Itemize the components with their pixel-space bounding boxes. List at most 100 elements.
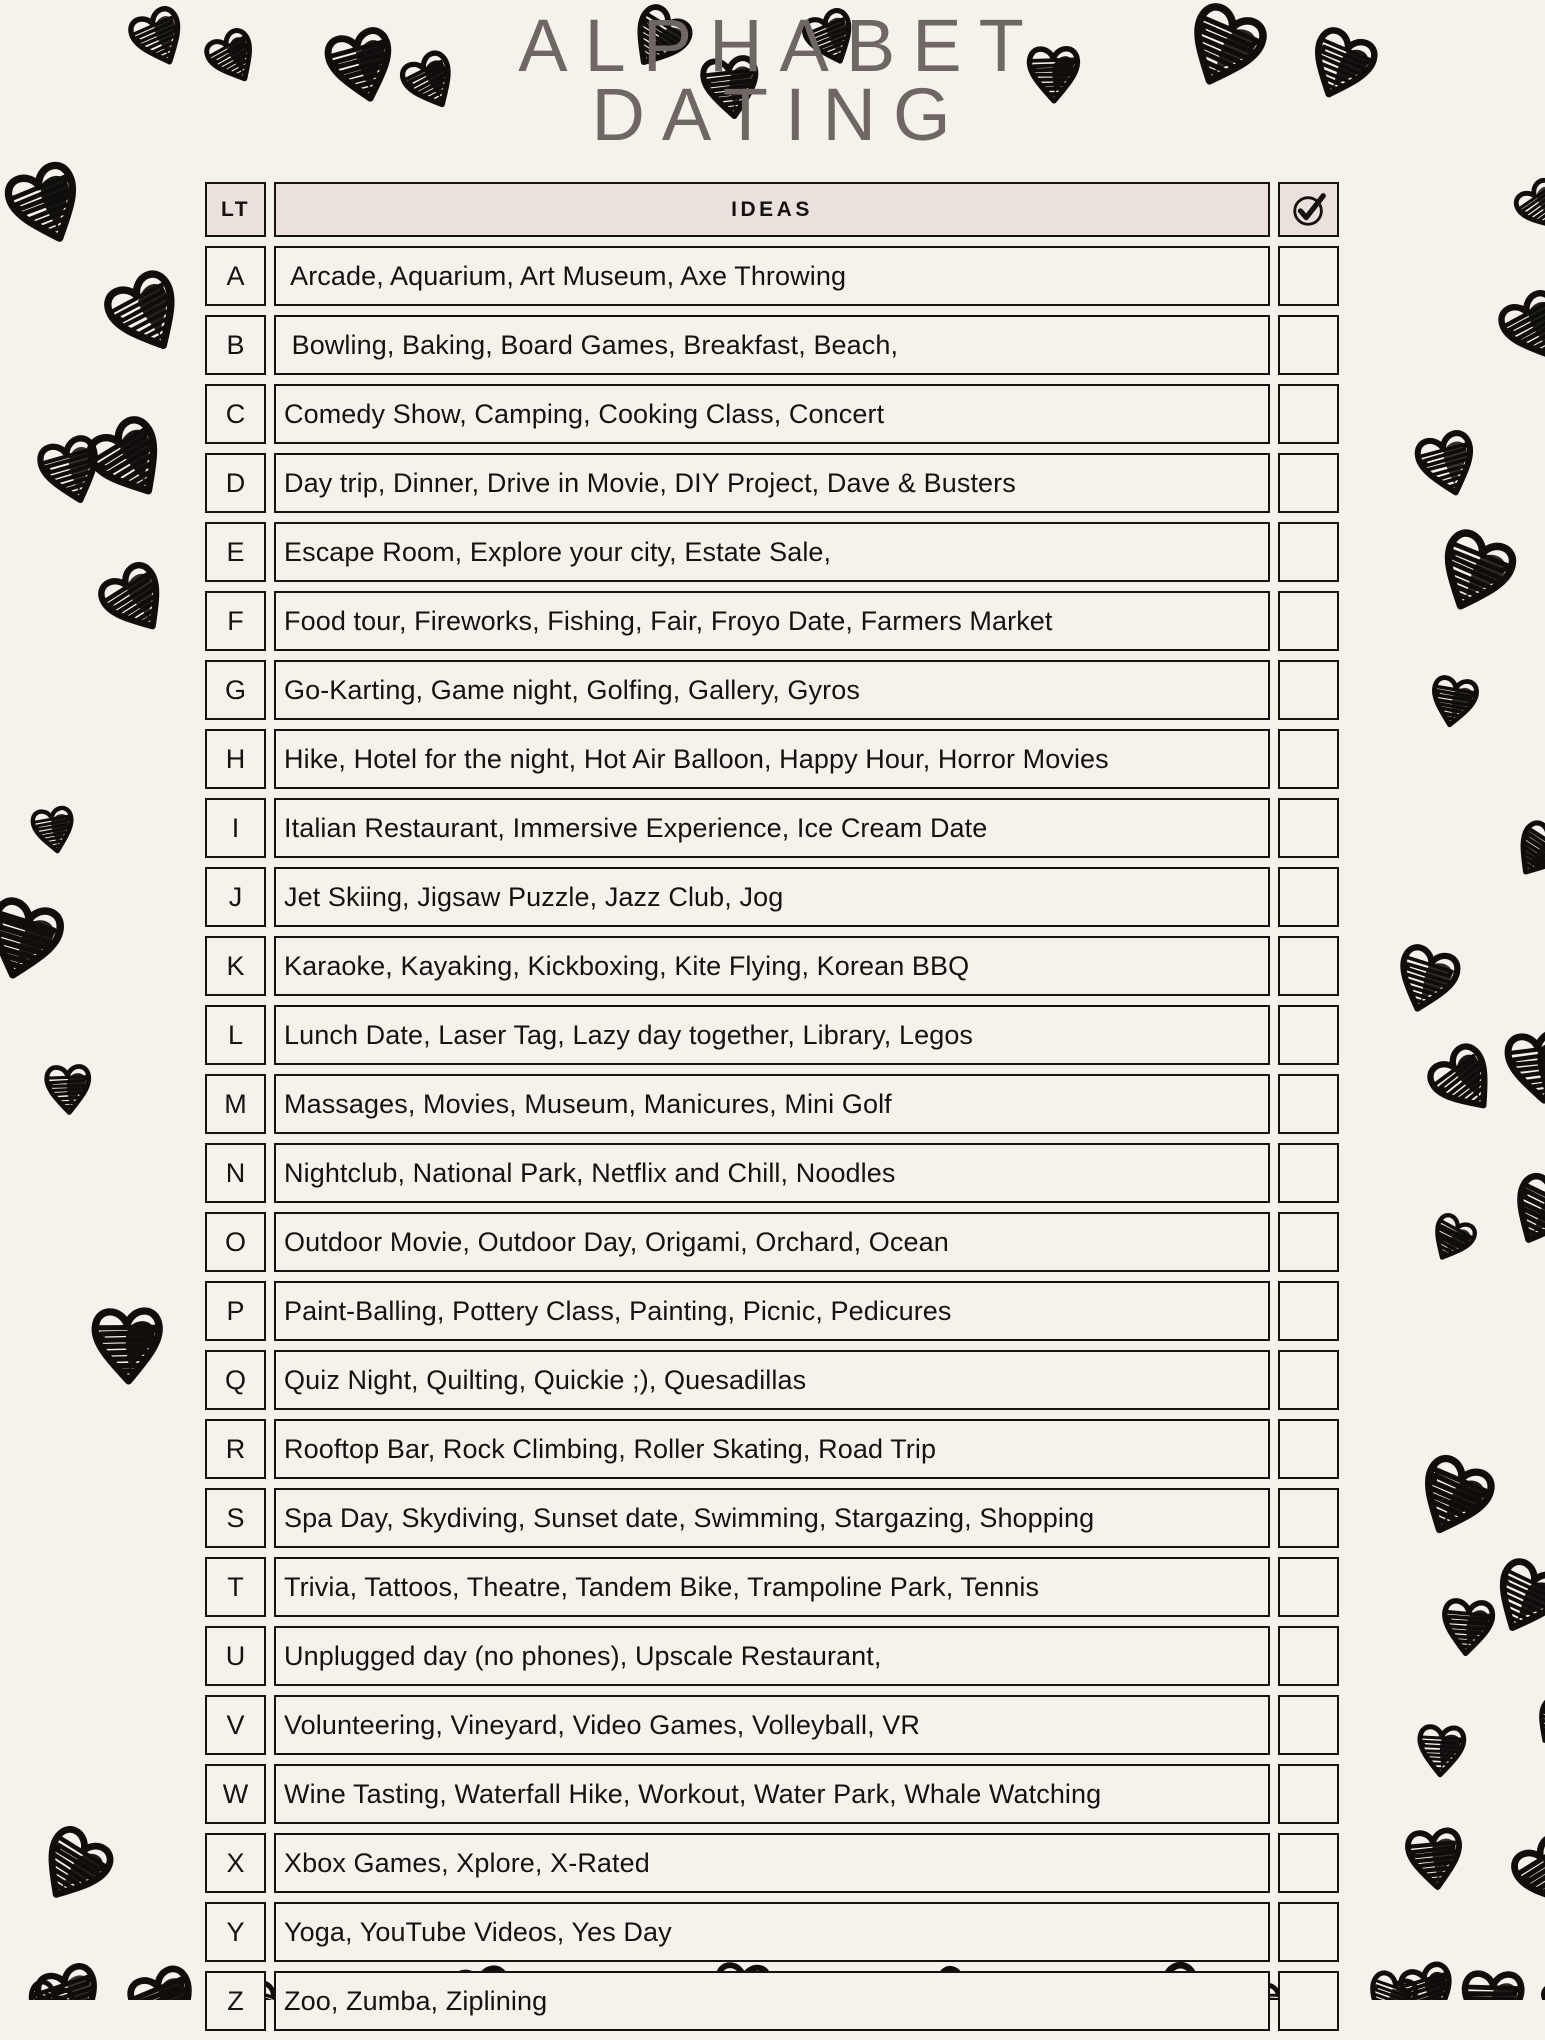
table-row: X Xbox Games, Xplore, X-Rated <box>205 1833 1339 1893</box>
row-checkbox[interactable] <box>1278 315 1339 375</box>
row-checkbox[interactable] <box>1278 1488 1339 1548</box>
table-row: N Nightclub, National Park, Netflix and C… <box>205 1143 1339 1203</box>
row-ideas-cell: Jet Skiing, Jigsaw Puzzle, Jazz Club, Jo… <box>274 867 1270 927</box>
table-row: J Jet Skiing, Jigsaw Puzzle, Jazz Club, J… <box>205 867 1339 927</box>
row-checkbox[interactable] <box>1278 246 1339 306</box>
row-letter-cell: J <box>205 867 266 927</box>
row-checkbox[interactable] <box>1278 1902 1339 1962</box>
row-ideas-text: Comedy Show, Camping, Cooking Class, Con… <box>284 398 885 429</box>
row-ideas-cell: Massages, Movies, Museum, Manicures, Min… <box>274 1074 1270 1134</box>
table-row: Z Zoo, Zumba, Ziplining <box>205 1971 1339 2031</box>
row-letter: D <box>225 467 246 498</box>
row-checkbox[interactable] <box>1278 660 1339 720</box>
table-row: K Karaoke, Kayaking, Kickboxing, Kite Fly… <box>205 936 1339 996</box>
row-checkbox[interactable] <box>1278 1626 1339 1686</box>
page-title: ALPHABET DATING <box>518 4 1041 156</box>
row-ideas-cell: Arcade, Aquarium, Art Museum, Axe Throwi… <box>274 246 1270 306</box>
column-header-letter: LT <box>205 182 266 237</box>
row-ideas-text: Xbox Games, Xplore, X-Rated <box>284 1847 650 1878</box>
row-checkbox[interactable] <box>1278 591 1339 651</box>
row-checkbox[interactable] <box>1278 1833 1339 1893</box>
row-letter: C <box>225 398 246 429</box>
row-letter-cell: H <box>205 729 266 789</box>
row-checkbox[interactable] <box>1278 1281 1339 1341</box>
row-ideas-cell: Hike, Hotel for the night, Hot Air Ballo… <box>274 729 1270 789</box>
row-ideas-text: Outdoor Movie, Outdoor Day, Origami, Orc… <box>284 1226 949 1257</box>
row-letter-cell: T <box>205 1557 266 1617</box>
row-letter-cell: F <box>205 591 266 651</box>
row-letter-cell: E <box>205 522 266 582</box>
row-letter-cell: C <box>205 384 266 444</box>
row-ideas-text: Trivia, Tattoos, Theatre, Tandem Bike, T… <box>284 1571 1040 1602</box>
row-letter-cell: W <box>205 1764 266 1824</box>
table-row: W Wine Tasting, Waterfall Hike, Workout, … <box>205 1764 1339 1824</box>
row-ideas-text: Yoga, YouTube Videos, Yes Day <box>284 1916 672 1947</box>
column-header-ideas-label: IDEAS <box>731 197 813 221</box>
column-header-ideas: IDEAS <box>274 182 1270 237</box>
row-checkbox[interactable] <box>1278 1074 1339 1134</box>
row-checkbox[interactable] <box>1278 522 1339 582</box>
alphabet-dating-table: LT IDEAS A Arcade, Aquarium, Art Museum,… <box>205 182 1339 2040</box>
row-letter-cell: S <box>205 1488 266 1548</box>
row-ideas-text: Unplugged day (no phones), Upscale Resta… <box>284 1640 882 1671</box>
row-letter: B <box>226 329 245 360</box>
row-letter: V <box>226 1709 245 1740</box>
row-letter: A <box>226 260 245 291</box>
table-row: Y Yoga, YouTube Videos, Yes Day <box>205 1902 1339 1962</box>
row-checkbox[interactable] <box>1278 1971 1339 2031</box>
row-letter: E <box>226 536 245 567</box>
row-letter-cell: R <box>205 1419 266 1479</box>
row-letter-cell: M <box>205 1074 266 1134</box>
table-row: B Bowling, Baking, Board Games, Breakfas… <box>205 315 1339 375</box>
row-ideas-cell: Quiz Night, Quilting, Quickie ;), Quesad… <box>274 1350 1270 1410</box>
row-checkbox[interactable] <box>1278 729 1339 789</box>
row-checkbox[interactable] <box>1278 867 1339 927</box>
row-ideas-text: Food tour, Fireworks, Fishing, Fair, Fro… <box>284 605 1053 636</box>
row-ideas-text: Go-Karting, Game night, Golfing, Gallery… <box>284 674 860 705</box>
row-checkbox[interactable] <box>1278 936 1339 996</box>
row-letter: N <box>225 1157 246 1188</box>
row-checkbox[interactable] <box>1278 1764 1339 1824</box>
row-checkbox[interactable] <box>1278 453 1339 513</box>
row-checkbox[interactable] <box>1278 1212 1339 1272</box>
row-ideas-text: Nightclub, National Park, Netflix and Ch… <box>284 1157 896 1188</box>
table-row: D Day trip, Dinner, Drive in Movie, DIY P… <box>205 453 1339 513</box>
row-ideas-cell: Zoo, Zumba, Ziplining <box>274 1971 1270 2031</box>
row-ideas-text: Lunch Date, Laser Tag, Lazy day together… <box>284 1019 974 1050</box>
row-checkbox[interactable] <box>1278 1557 1339 1617</box>
row-checkbox[interactable] <box>1278 1143 1339 1203</box>
row-letter: H <box>225 743 246 774</box>
row-letter: M <box>224 1088 247 1119</box>
row-ideas-cell: Go-Karting, Game night, Golfing, Gallery… <box>274 660 1270 720</box>
row-letter: T <box>227 1571 244 1602</box>
row-checkbox[interactable] <box>1278 384 1339 444</box>
row-ideas-cell: Yoga, YouTube Videos, Yes Day <box>274 1902 1270 1962</box>
row-ideas-cell: Volunteering, Vineyard, Video Games, Vol… <box>274 1695 1270 1755</box>
check-circle-icon <box>1292 192 1326 226</box>
row-ideas-text: Massages, Movies, Museum, Manicures, Min… <box>284 1088 892 1119</box>
table-row: R Rooftop Bar, Rock Climbing, Roller Skat… <box>205 1419 1339 1479</box>
table-row: O Outdoor Movie, Outdoor Day, Origami, Or… <box>205 1212 1339 1272</box>
row-ideas-cell: Outdoor Movie, Outdoor Day, Origami, Orc… <box>274 1212 1270 1272</box>
row-ideas-text: Karaoke, Kayaking, Kickboxing, Kite Flyi… <box>284 950 970 981</box>
row-letter-cell: G <box>205 660 266 720</box>
row-letter-cell: N <box>205 1143 266 1203</box>
row-checkbox[interactable] <box>1278 1005 1339 1065</box>
row-checkbox[interactable] <box>1278 798 1339 858</box>
table-row: C Comedy Show, Camping, Cooking Class, Co… <box>205 384 1339 444</box>
row-letter: S <box>226 1502 245 1533</box>
row-letter: R <box>225 1433 246 1464</box>
row-letter: F <box>227 605 244 636</box>
row-letter: I <box>231 812 240 843</box>
row-letter-cell: X <box>205 1833 266 1893</box>
row-letter: L <box>227 1019 244 1050</box>
row-ideas-cell: Bowling, Baking, Board Games, Breakfast,… <box>274 315 1270 375</box>
row-letter-cell: D <box>205 453 266 513</box>
row-letter: W <box>222 1778 249 1809</box>
row-letter-cell: Y <box>205 1902 266 1962</box>
row-checkbox[interactable] <box>1278 1350 1339 1410</box>
row-checkbox[interactable] <box>1278 1695 1339 1755</box>
row-letter: O <box>224 1226 246 1257</box>
row-checkbox[interactable] <box>1278 1419 1339 1479</box>
